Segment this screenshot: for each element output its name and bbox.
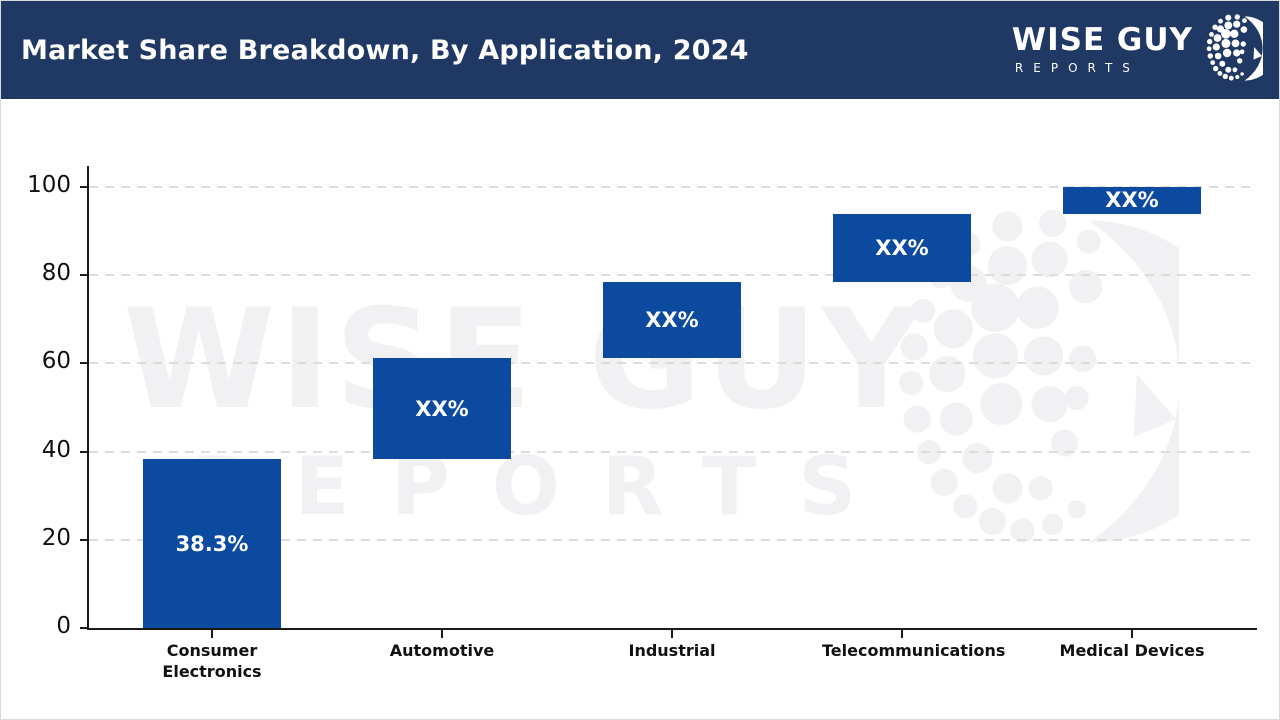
brand-subtitle: REPORTS	[1014, 61, 1140, 75]
x-tick-label: Automotive	[389, 641, 495, 660]
x-tick-mark	[441, 630, 443, 638]
y-tick-label: 20	[41, 524, 71, 551]
bar-3: XX%	[833, 213, 971, 282]
header: Market Share Breakdown, By Application, …	[1, 1, 1279, 99]
gridline	[89, 186, 1257, 188]
y-tick-mark	[80, 186, 89, 188]
watermark-text-line1: WISE GUY	[123, 279, 926, 440]
x-tick-mark	[1131, 630, 1133, 638]
y-tick-mark	[80, 450, 89, 453]
y-tick-label: 80	[41, 260, 71, 287]
y-tick-mark	[80, 362, 89, 365]
watermark-text-line2: REPORTS	[191, 440, 899, 533]
chart-title: Market Share Breakdown, By Application, …	[21, 34, 749, 66]
brand-logo: WISE GUY REPORTS	[1012, 11, 1263, 89]
x-tick-label: Consumer Electronics	[162, 641, 262, 681]
bar-value-label: XX%	[645, 307, 699, 332]
y-tick-label: 0	[56, 613, 71, 639]
x-tick-mark	[211, 630, 213, 638]
bar-value-label: 38.3%	[175, 531, 249, 556]
gridline	[89, 450, 1257, 453]
x-tick-label: Industrial	[628, 641, 716, 660]
gridline	[89, 362, 1257, 365]
y-tick-mark	[80, 274, 89, 277]
x-axis-line	[87, 628, 1257, 630]
wiseguy-head-icon	[1206, 14, 1263, 81]
y-tick-mark	[80, 627, 89, 629]
x-tick-mark	[671, 630, 673, 638]
x-tick-label: Medical Devices	[1059, 641, 1205, 660]
y-axis-line	[87, 166, 89, 630]
y-tick-label: 40	[41, 436, 71, 463]
y-tick-mark	[80, 538, 89, 541]
bar-2: XX%	[603, 281, 741, 359]
x-tick-mark	[901, 630, 903, 638]
brand-name: WISE GUY	[1011, 22, 1193, 58]
gridline	[89, 274, 1257, 277]
x-tick-label: Telecommunications	[822, 641, 1006, 660]
bar-1: XX%	[373, 358, 511, 460]
bar-value-label: XX%	[1105, 188, 1159, 213]
bar-0: 38.3%	[143, 459, 281, 628]
y-tick-label: 100	[27, 172, 71, 198]
watermark-head-icon	[899, 209, 1179, 543]
brand-text: WISE GUY REPORTS	[1011, 22, 1193, 76]
y-tick-label: 60	[41, 348, 71, 375]
gridline	[89, 538, 1257, 541]
bar-value-label: XX%	[875, 235, 929, 260]
bar-4: XX%	[1063, 187, 1201, 214]
bar-value-label: XX%	[415, 396, 469, 421]
